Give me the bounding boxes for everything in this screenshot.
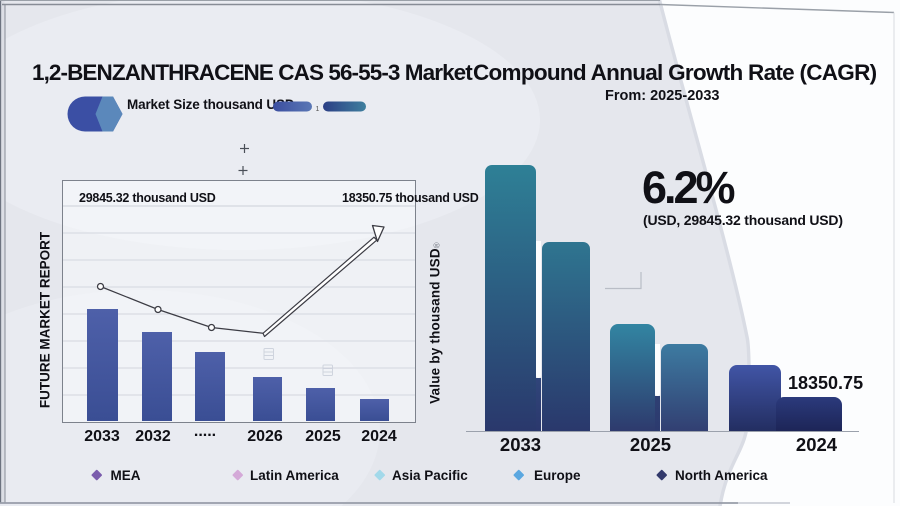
svg-text:1: 1 — [316, 106, 320, 113]
